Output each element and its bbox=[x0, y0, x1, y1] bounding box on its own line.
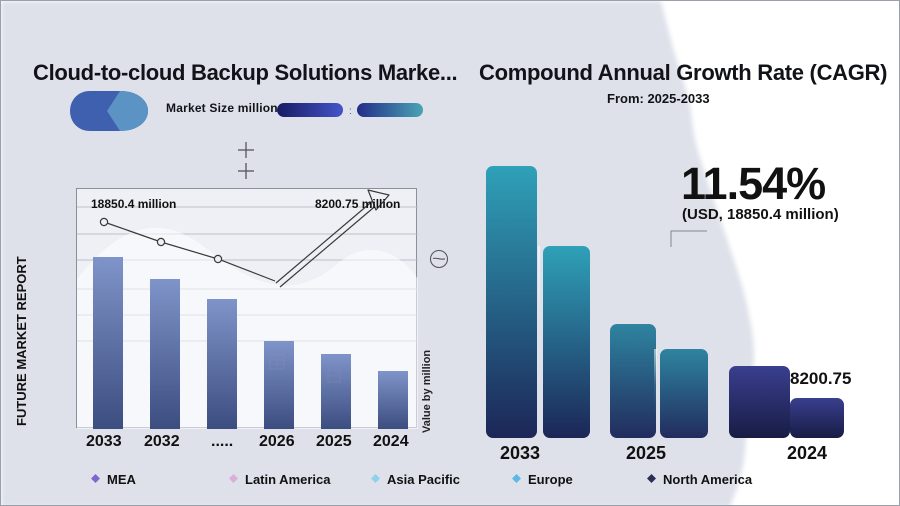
svg-text::: : bbox=[349, 106, 352, 117]
